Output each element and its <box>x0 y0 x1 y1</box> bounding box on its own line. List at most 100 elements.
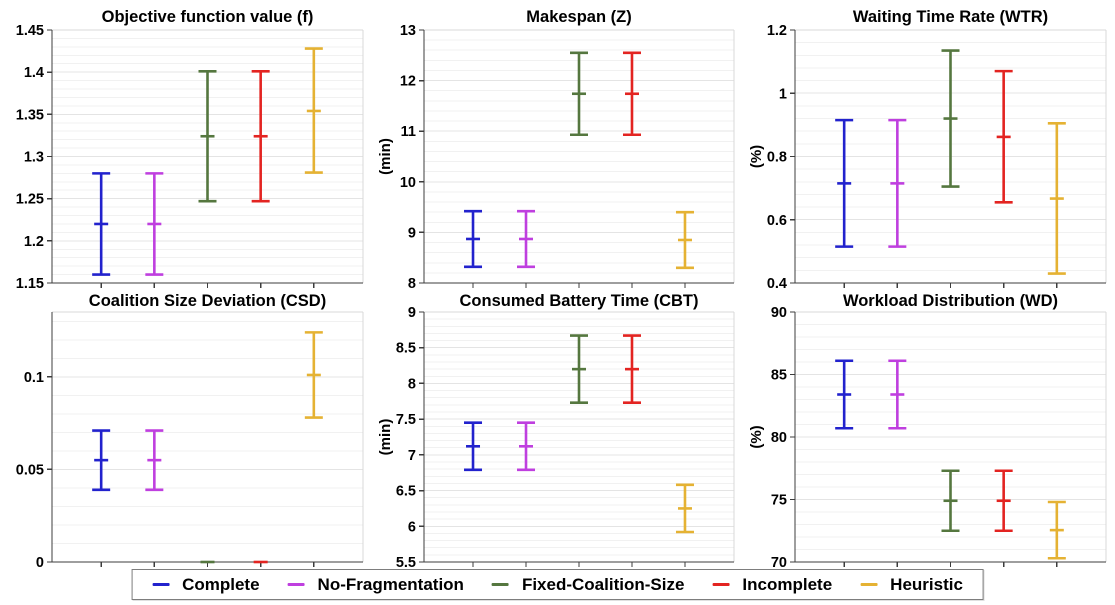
grid-lines <box>52 320 363 563</box>
error-bar-incomplete <box>622 334 641 405</box>
error-bar-heuristic <box>675 210 694 270</box>
y-tick-label: 1.3 <box>24 150 44 166</box>
y-tick-label: 1.45 <box>16 23 44 39</box>
y-tick-label: 6.5 <box>396 484 416 500</box>
legend-item-complete: Complete <box>152 575 260 594</box>
y-tick-label: 5.5 <box>396 555 416 568</box>
y-axis-label: (%) <box>748 425 765 448</box>
error-bar-incomplete <box>251 70 270 203</box>
error-bar-heuristic <box>304 47 323 174</box>
panel-objective-function-value-f: 1.15 1.2 1.25 1.3 1.35 1.4 1.45 Objective funct… <box>0 0 372 290</box>
error-bar-no-fragmentation <box>517 421 536 472</box>
legend-item-label: Fixed-Coalition-Size <box>521 575 685 594</box>
panel-coalition-size-deviation-csd: 0 0.05 0.1 Coalition Size Deviation (CSD) <box>0 290 372 568</box>
y-tick-label: 13 <box>400 23 416 39</box>
y-tick-label: 8.5 <box>396 341 416 357</box>
legend-dash-icon <box>860 583 878 586</box>
y-tick-label: 7.5 <box>396 412 416 428</box>
legend-item-label: Incomplete <box>742 575 833 594</box>
y-axis: 8 9 10 11 12 13 <box>400 23 424 290</box>
error-bar-no-fragmentation <box>517 209 536 269</box>
y-axis: 1.15 1.2 1.25 1.3 1.35 1.4 1.45 <box>16 23 52 290</box>
y-tick-label: 1.2 <box>24 234 44 250</box>
legend-item-heuristic: Heuristic <box>860 576 963 593</box>
y-tick-label: 9 <box>408 225 416 241</box>
error-bar-no-fragmentation <box>888 359 907 430</box>
panel-makespan-z: 8 9 10 11 12 13 (min) Makespan (Z) <box>372 0 743 290</box>
error-bar-incomplete <box>622 51 641 137</box>
y-tick-label: 8 <box>408 376 416 392</box>
chart-svg: 5.5 6 6.5 7 7.5 8 8.5 9 (min) Consumed Battery Ti… <box>377 292 735 568</box>
error-bar-fixed-coalition-size <box>198 70 217 203</box>
y-tick-label: 6 <box>408 519 416 535</box>
error-bar-incomplete <box>994 69 1013 204</box>
y-axis: 0 0.05 0.1 <box>16 370 52 568</box>
legend-item-fixed-coalition-size: Fixed-Coalition-Size <box>491 575 685 594</box>
error-bar-heuristic <box>304 331 323 419</box>
y-axis: 70 75 80 85 90 <box>771 305 795 568</box>
x-axis <box>100 283 315 288</box>
grid-lines <box>424 311 734 563</box>
y-tick-label: 1.2 <box>767 23 787 39</box>
y-tick-label: 0.6 <box>767 213 787 229</box>
panel-title: Waiting Time Rate (WTR) <box>853 8 1048 26</box>
error-bar-no-fragmentation <box>145 429 164 492</box>
error-bar-complete <box>835 118 854 248</box>
panel-consumed-battery-time-cbt: 5.5 6 6.5 7 7.5 8 8.5 9 (min) Consumed Battery Ti… <box>372 290 743 568</box>
y-tick-label: 0.05 <box>16 462 44 478</box>
chart-svg: 1.15 1.2 1.25 1.3 1.35 1.4 1.45 Objective funct… <box>16 8 364 290</box>
error-bar-fixed-coalition-size <box>570 334 588 405</box>
y-axis: 5.5 6 6.5 7 7.5 8 8.5 9 <box>396 305 424 568</box>
chart-svg: 8 9 10 11 12 13 (min) Makespan (Z) <box>377 8 735 290</box>
x-axis <box>843 562 1058 567</box>
error-bar-complete <box>835 359 854 430</box>
y-tick-label: 1 <box>779 86 787 102</box>
error-bar-incomplete <box>994 469 1013 533</box>
y-tick-label: 11 <box>401 124 416 140</box>
legend-dash-icon <box>712 583 730 586</box>
legend-dash-icon <box>287 583 305 586</box>
y-tick-label: 75 <box>771 493 787 509</box>
y-tick-label: 1.25 <box>16 192 44 208</box>
legend-item-label: Heuristic <box>890 575 963 594</box>
error-bar-fixed-coalition-size <box>570 51 588 137</box>
x-axis <box>472 562 686 567</box>
y-tick-label: 7 <box>408 448 416 464</box>
y-tick-label: 0.8 <box>767 150 787 166</box>
panel-waiting-time-rate-wtr: 0.4 0.6 0.8 1 1.2 (%) Waiting Time Rate (WTR) <box>743 0 1115 290</box>
panel-title: Consumed Battery Time (CBT) <box>460 292 699 310</box>
y-tick-label: 1.4 <box>24 65 44 81</box>
panel-title: Workload Distribution (WD) <box>843 292 1058 310</box>
error-bar-heuristic <box>1047 500 1066 560</box>
panel-title: Coalition Size Deviation (CSD) <box>89 292 326 310</box>
x-axis <box>843 283 1058 288</box>
y-tick-label: 0 <box>36 555 44 568</box>
error-bar-no-fragmentation <box>888 118 907 248</box>
legend: Complete No-Fragmentation Fixed-Coalition-… <box>131 569 984 600</box>
legend-item-label: Complete <box>182 575 260 594</box>
legend-item-no-fragmentation: No-Fragmentation <box>287 575 464 594</box>
legend-item-label: No-Fragmentation <box>317 575 464 594</box>
panel-title: Makespan (Z) <box>526 8 631 26</box>
chart-svg: 0.4 0.6 0.8 1 1.2 (%) Waiting Time Rate (WTR) <box>748 8 1107 290</box>
y-tick-label: 1.15 <box>16 276 44 290</box>
y-axis-label: (%) <box>748 145 765 168</box>
y-tick-label: 80 <box>771 430 787 446</box>
error-bar-complete <box>92 429 111 492</box>
y-tick-label: 9 <box>408 305 416 321</box>
y-tick-label: 0.4 <box>767 276 787 290</box>
error-bar-fixed-coalition-size <box>941 49 960 188</box>
chart-svg: 70 75 80 85 90 (%) Workload Distribution (WD) <box>748 292 1107 568</box>
y-tick-label: 1.35 <box>16 107 44 123</box>
legend-dash-icon <box>152 583 170 586</box>
panel-workload-distribution-wd: 70 75 80 85 90 (%) Workload Distribution (WD) <box>743 290 1115 568</box>
y-tick-label: 12 <box>400 74 416 90</box>
y-tick-label: 10 <box>400 175 416 191</box>
error-bar-complete <box>92 172 111 276</box>
y-tick-label: 85 <box>771 368 787 384</box>
chart-svg: 0 0.05 0.1 Coalition Size Deviation (CSD) <box>16 292 364 568</box>
legend-item-incomplete: Incomplete <box>712 576 832 593</box>
error-bar-no-fragmentation <box>145 172 164 276</box>
y-tick-label: 8 <box>408 276 416 290</box>
